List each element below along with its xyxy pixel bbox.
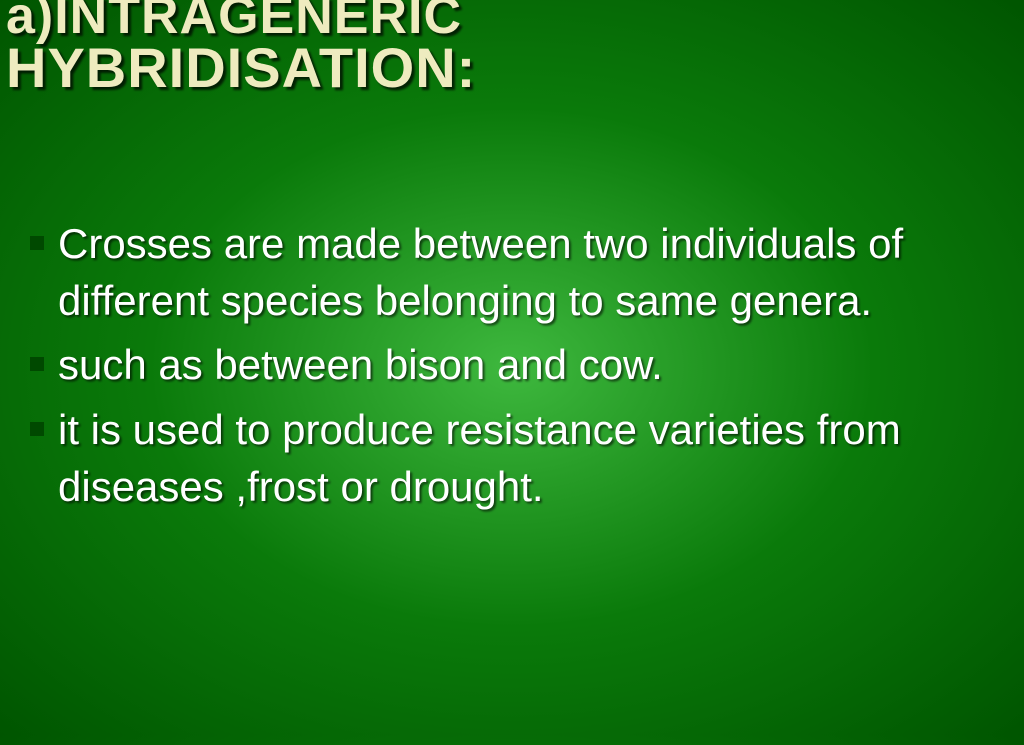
slide-heading-line2: HYBRIDISATION: (0, 40, 1024, 96)
bullet-point: it is used to produce resistance varieti… (58, 402, 1024, 515)
slide-body: Crosses are made between two individuals… (0, 216, 1024, 515)
presentation-slide: a)INTRAGENERIC HYBRIDISATION: Crosses ar… (0, 0, 1024, 515)
bullet-point: such as between bison and cow. (58, 337, 1024, 394)
bullet-point: Crosses are made between two individuals… (58, 216, 1024, 329)
